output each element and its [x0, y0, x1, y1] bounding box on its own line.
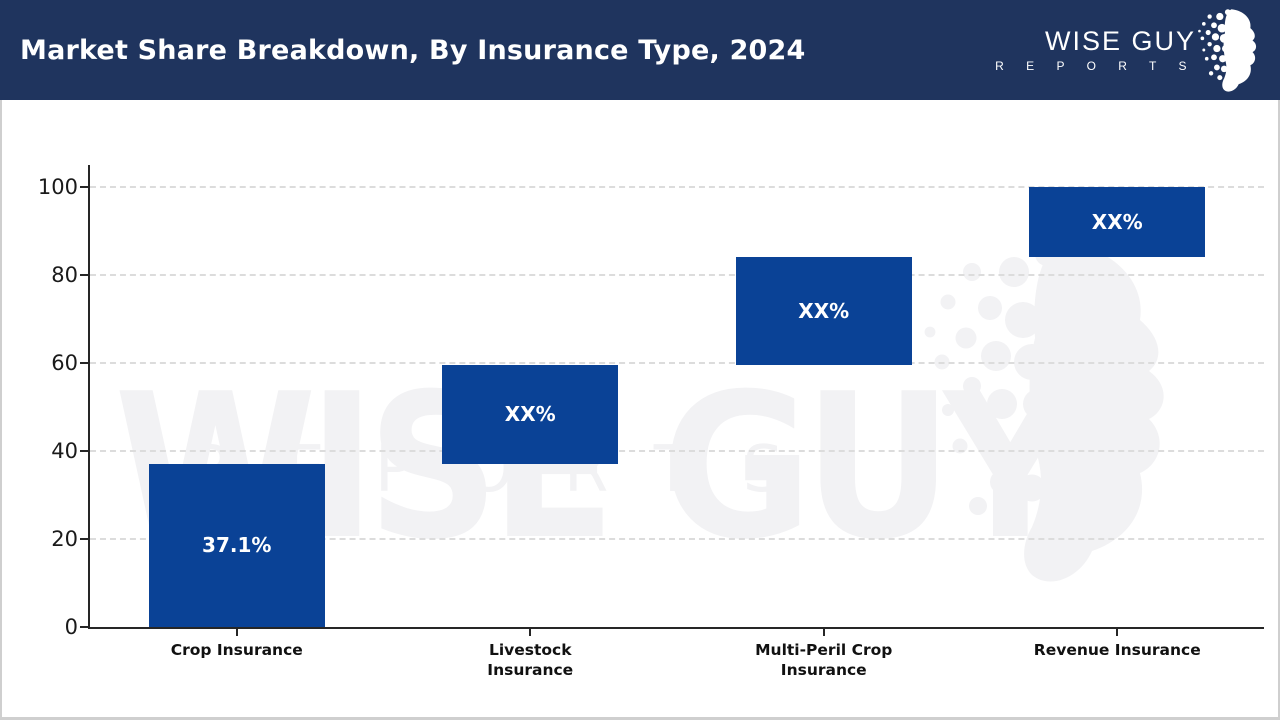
y-tick-60: [80, 362, 88, 364]
bar-value-label: XX%: [504, 402, 556, 427]
y-tick-label-20: 20: [51, 527, 78, 551]
x-tick-0: [235, 629, 238, 636]
bar-revenue-insurance: XX%: [1029, 187, 1206, 257]
gridline-60: [90, 362, 1264, 364]
chart-canvas: WISE GUY REPORTS 0 20 40 60 80 100 37.1% Crop I…: [0, 100, 1280, 720]
plot-area: 0 20 40 60 80 100 37.1% Crop Insurance XX% Livest…: [2, 100, 1278, 717]
y-tick-label-80: 80: [51, 263, 78, 287]
gridline-80: [90, 274, 1264, 276]
x-axis-label: Crop Insurance: [170, 641, 303, 659]
bar-value-label: XX%: [1091, 209, 1143, 234]
x-axis-label: Multi-Peril Crop Insurance: [755, 641, 893, 679]
y-axis-line: [88, 165, 90, 629]
x-axis-label: Revenue Insurance: [1033, 641, 1201, 659]
y-tick-label-60: 60: [51, 351, 78, 375]
x-tick-2: [822, 629, 825, 636]
gridline-40: [90, 450, 1264, 452]
y-tick-40: [80, 450, 88, 452]
x-tick-3: [1116, 629, 1119, 636]
x-tick-1: [529, 629, 532, 636]
bar-crop-insurance: 37.1%: [148, 463, 325, 627]
x-axis-label: Livestock Insurance: [487, 641, 574, 679]
y-tick-80: [80, 274, 88, 276]
header-bar: Market Share Breakdown, By Insurance Typ…: [0, 0, 1280, 100]
logo-wordmark: WISE GUY: [1044, 26, 1196, 56]
bar-multi-peril-crop-insurance: XX%: [735, 256, 912, 365]
y-tick-label-0: 0: [64, 615, 78, 639]
dotted-head-profile-icon: [1198, 9, 1257, 92]
y-tick-label-100: 100: [37, 175, 78, 199]
y-tick-100: [80, 186, 88, 188]
x-axis-line: [88, 627, 1264, 629]
gridline-100: [90, 186, 1264, 188]
logo-subtext: R E P O R T S: [995, 59, 1196, 73]
logo-text: WISE GUY R E P O R T S: [995, 26, 1196, 74]
wiseguy-logo: WISE GUY R E P O R T S: [995, 6, 1262, 94]
bar-value-label: XX%: [798, 298, 850, 323]
gridline-20: [90, 538, 1264, 540]
chart-title: Market Share Breakdown, By Insurance Typ…: [20, 34, 806, 66]
bar-value-label: 37.1%: [202, 533, 272, 558]
bar-livestock-insurance: XX%: [442, 364, 619, 464]
y-tick-20: [80, 538, 88, 540]
y-tick-label-40: 40: [51, 439, 78, 463]
y-tick-0: [80, 626, 88, 628]
